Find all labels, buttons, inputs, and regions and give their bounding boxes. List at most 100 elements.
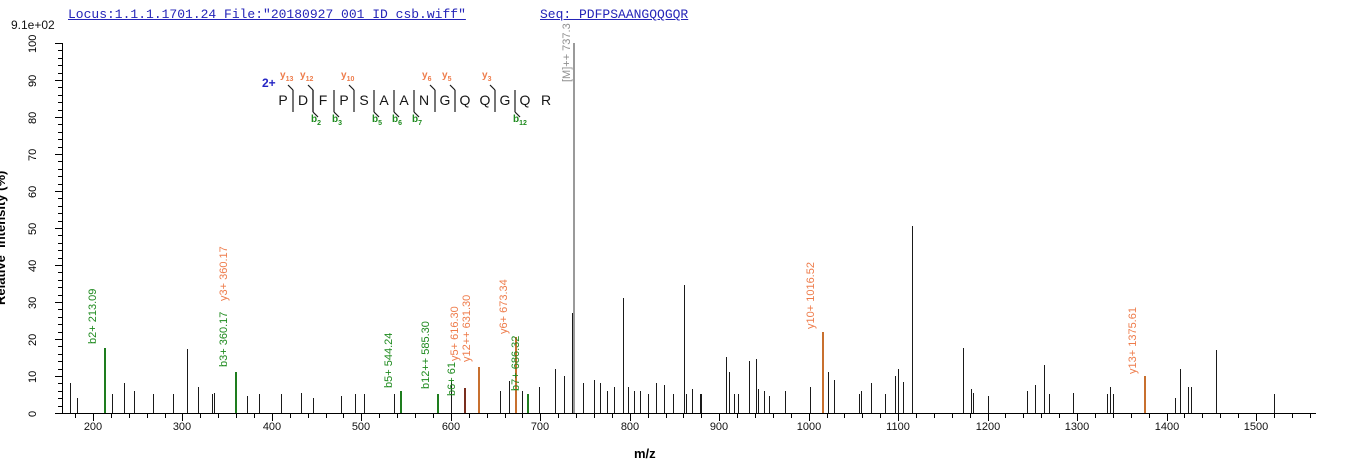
x-axis-line xyxy=(62,413,1316,414)
peak xyxy=(973,393,974,413)
peak-label: b12++ 585.30 xyxy=(420,321,432,389)
fragment-label-y3: y3 xyxy=(482,70,492,84)
x-minor-tick xyxy=(1310,414,1311,418)
peak xyxy=(198,387,199,413)
x-tick-label: 1200 xyxy=(975,421,1001,433)
x-minor-tick xyxy=(111,414,112,418)
peak xyxy=(834,380,835,413)
fragment-label-y12: y12 xyxy=(300,70,314,84)
b-ion-peak xyxy=(235,372,237,413)
x-minor-tick xyxy=(397,414,398,418)
fragment-marker-b2 xyxy=(312,90,319,118)
peak xyxy=(522,391,523,413)
fragment-marker-b6 xyxy=(393,90,400,118)
y-minor-tick xyxy=(58,243,62,244)
peak xyxy=(898,369,899,413)
residue: D xyxy=(297,92,309,108)
y-minor-tick xyxy=(58,250,62,251)
fragment-label-y13: y13 xyxy=(280,70,294,84)
residue: Q xyxy=(519,92,531,108)
x-minor-tick xyxy=(1238,414,1239,418)
peak xyxy=(1073,393,1074,413)
x-minor-tick xyxy=(1184,414,1185,418)
peak xyxy=(301,393,302,413)
residue: F xyxy=(318,92,328,108)
peak xyxy=(1175,398,1176,413)
residue: S xyxy=(359,92,369,108)
y-minor-tick xyxy=(58,258,62,259)
peak xyxy=(623,298,624,413)
y-minor-tick xyxy=(58,124,62,125)
y-tick-label: 80 xyxy=(27,111,39,124)
peak xyxy=(912,226,913,413)
x-tick-label: 600 xyxy=(441,421,461,433)
x-minor-tick xyxy=(254,414,255,418)
y-minor-tick xyxy=(58,235,62,236)
x-minor-tick xyxy=(165,414,166,418)
x-minor-tick xyxy=(1202,414,1203,418)
peak xyxy=(594,380,595,413)
b-ion-peak xyxy=(437,394,439,413)
x-minor-tick xyxy=(594,414,595,418)
x-minor-tick xyxy=(433,414,434,418)
peak xyxy=(247,396,248,413)
peak xyxy=(564,376,565,413)
y-ion-peak xyxy=(478,367,480,413)
peak-label: y13+ 1375.61 xyxy=(1127,307,1139,374)
peak xyxy=(1216,350,1217,413)
peak-label: b5+ 544.24 xyxy=(383,332,395,388)
residue: G xyxy=(439,92,451,108)
x-minor-tick xyxy=(1005,414,1006,418)
y-major-tick xyxy=(55,413,62,414)
x-minor-tick xyxy=(916,414,917,418)
peak xyxy=(1107,394,1108,413)
y-tick-label: 20 xyxy=(27,333,39,346)
peak xyxy=(214,393,215,413)
y-minor-tick xyxy=(58,309,62,310)
fragment-label-y6: y6 xyxy=(422,70,432,84)
y-tick-label: 60 xyxy=(27,185,39,198)
x-major-tick xyxy=(809,414,810,421)
y-minor-tick xyxy=(58,139,62,140)
x-tick-label: 800 xyxy=(620,421,640,433)
peak-label: y12++ 631.30 xyxy=(461,294,473,362)
x-minor-tick xyxy=(1220,414,1221,418)
peak xyxy=(971,389,972,413)
y-minor-tick xyxy=(58,406,62,407)
peak xyxy=(281,394,282,413)
y-major-tick xyxy=(55,43,62,44)
residue: Q xyxy=(479,92,491,108)
y-minor-tick xyxy=(58,324,62,325)
peak xyxy=(500,391,501,413)
y-minor-tick xyxy=(58,221,62,222)
x-minor-tick xyxy=(147,414,148,418)
x-major-tick xyxy=(272,414,273,421)
residue: P xyxy=(278,92,288,108)
b-y-overlap-peak xyxy=(464,388,466,413)
peak xyxy=(692,389,693,413)
y-tick-label: 40 xyxy=(27,259,39,272)
peak xyxy=(1044,365,1045,413)
x-minor-tick xyxy=(129,414,130,418)
fragment-marker-y6 xyxy=(429,84,436,112)
peak xyxy=(756,359,757,413)
x-minor-tick xyxy=(75,414,76,418)
peak xyxy=(212,394,213,413)
x-tick-label: 500 xyxy=(351,421,371,433)
peak xyxy=(1110,387,1111,413)
peak xyxy=(729,372,730,413)
x-tick-label: 400 xyxy=(262,421,282,433)
fragment-label-b12: b12 xyxy=(513,114,527,128)
peak xyxy=(1035,385,1036,413)
peak xyxy=(313,398,314,413)
peak xyxy=(885,394,886,413)
y-minor-tick xyxy=(58,161,62,162)
x-minor-tick xyxy=(218,414,219,418)
y-minor-tick xyxy=(58,332,62,333)
fragment-label-b6: b6 xyxy=(392,114,403,128)
fragment-label-b2: b2 xyxy=(311,114,322,128)
peak xyxy=(583,383,584,413)
fragment-label-b3: b3 xyxy=(332,114,343,128)
peak-label: b3+ 360.17 xyxy=(218,311,230,367)
b-ion-peak xyxy=(104,348,106,413)
